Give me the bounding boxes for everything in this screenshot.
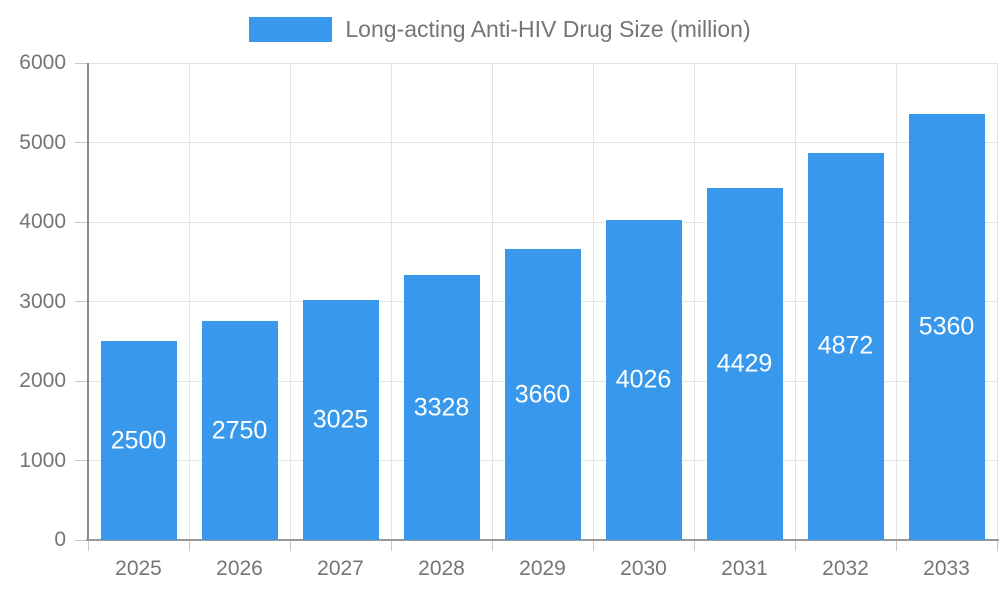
y-axis-tick [75, 460, 88, 461]
gridline-vertical [794, 63, 796, 540]
y-axis-tick [75, 539, 88, 541]
y-axis-tick-label: 0 [54, 528, 66, 551]
gridline-vertical [289, 63, 291, 540]
x-axis-tick [996, 540, 998, 551]
legend-label: Long-acting Anti-HIV Drug Size (million) [345, 16, 751, 42]
bar-2033[interactable]: 5360 [908, 113, 985, 540]
y-axis-tick [75, 380, 88, 382]
x-axis-tick-label: 2033 [923, 557, 970, 580]
gridline-vertical [491, 63, 493, 540]
y-axis-tick [75, 301, 88, 302]
bar-value-label: 4026 [615, 365, 672, 394]
bar-value-label: 3328 [413, 393, 470, 422]
y-axis-tick-label: 6000 [19, 51, 66, 74]
y-axis-tick [75, 62, 88, 64]
x-axis-tick [390, 540, 392, 551]
x-axis-tick [794, 540, 796, 551]
y-axis-line [87, 63, 89, 540]
x-axis-tick-label: 2026 [216, 557, 263, 580]
x-axis-tick [592, 540, 594, 551]
y-axis-tick-label: 5000 [19, 130, 66, 154]
bar-value-label: 3660 [514, 380, 571, 409]
x-axis-tick [289, 540, 291, 551]
x-axis-tick-label: 2025 [115, 557, 162, 580]
x-axis-tick-label: 2030 [620, 557, 667, 580]
x-axis-tick [87, 540, 89, 551]
gridline-vertical [996, 63, 998, 540]
x-axis-tick-label: 2029 [519, 557, 566, 580]
legend-swatch [249, 17, 333, 42]
gridline-horizontal [88, 142, 997, 143]
x-axis-tick-label: 2027 [317, 557, 364, 580]
gridline-vertical [188, 63, 190, 540]
gridline-vertical [592, 63, 594, 540]
bar-2025[interactable]: 2500 [100, 341, 177, 540]
x-axis-tick [693, 540, 695, 551]
bar-value-label: 2750 [211, 416, 268, 445]
x-axis-tick [895, 540, 897, 551]
x-axis-tick [491, 540, 493, 551]
x-axis-tick-label: 2028 [418, 557, 465, 580]
bar-2027[interactable]: 3025 [302, 299, 379, 540]
bar-value-label: 2500 [110, 426, 167, 455]
bar-value-label: 4429 [716, 349, 773, 378]
bar-2026[interactable]: 2750 [201, 321, 278, 540]
plot-area: 0 1000 2000 3000 4000 5000 6000 2500 2025 2750 202… [19, 51, 999, 580]
bar-value-label: 5360 [918, 312, 975, 341]
x-axis-tick-label: 2032 [822, 557, 869, 580]
gridline-vertical [693, 63, 695, 540]
bar-2029[interactable]: 3660 [504, 249, 581, 540]
y-axis-tick-label: 3000 [19, 289, 66, 313]
y-axis-tick-label: 1000 [19, 448, 66, 472]
bar-value-label: 4872 [817, 331, 874, 360]
y-axis-tick-label: 2000 [19, 369, 66, 392]
bar-value-label: 3025 [312, 405, 369, 434]
bar-2030[interactable]: 4026 [605, 219, 682, 540]
legend[interactable]: Long-acting Anti-HIV Drug Size (million) [0, 17, 1000, 42]
bar-2028[interactable]: 3328 [403, 275, 480, 540]
x-axis-tick [188, 540, 190, 551]
x-axis-line [86, 539, 999, 541]
x-axis-tick-label: 2031 [721, 557, 768, 580]
y-axis-tick [75, 142, 88, 143]
bar-2031[interactable]: 4429 [706, 187, 783, 540]
gridline-vertical [390, 63, 392, 540]
gridline-horizontal [88, 221, 997, 223]
gridline-vertical [895, 63, 897, 540]
gridline-horizontal [88, 62, 997, 64]
y-axis-tick [75, 221, 88, 223]
y-axis-tick-label: 4000 [19, 210, 66, 233]
bar-2032[interactable]: 4872 [807, 152, 884, 540]
